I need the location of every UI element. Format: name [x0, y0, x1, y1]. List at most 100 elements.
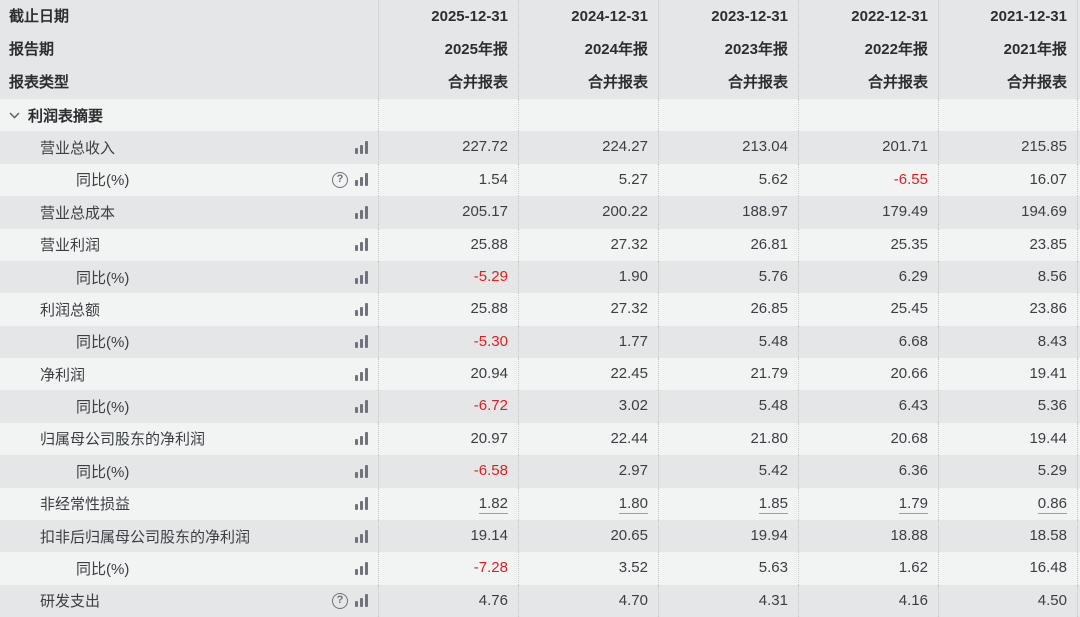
table-row[interactable]: 同比(%) -5.29 1.90 5.76 6.29 8.56 — [0, 260, 1080, 294]
value-cell: -6.55 — [798, 163, 938, 197]
bar-chart-icon[interactable] — [355, 205, 368, 219]
row-label-cell[interactable]: 净利润 — [0, 358, 378, 390]
bar-chart-icon[interactable] — [355, 302, 368, 316]
help-icon[interactable]: ? — [332, 592, 348, 609]
header-column-2025[interactable]: 2025-12-31 2025年报 合并报表 — [378, 0, 518, 99]
table-row[interactable]: 同比(%) -5.30 1.77 5.48 6.68 8.43 — [0, 325, 1080, 358]
value-text: 19.44 — [1029, 429, 1067, 447]
row-icons — [355, 464, 378, 478]
table-row[interactable]: 营业总收入 227.72 224.27 213.04 201.71 215.85 — [0, 131, 1080, 164]
value-cell: 6.43 — [798, 390, 938, 423]
value-text: 6.36 — [898, 462, 928, 480]
value-text: 26.81 — [750, 235, 788, 253]
table-row[interactable]: 营业利润 25.88 27.32 26.81 25.35 23.85 — [0, 228, 1080, 261]
table-row[interactable]: 净利润 20.94 22.45 21.79 20.66 19.41 — [0, 358, 1080, 391]
header-column-2021[interactable]: 2021-12-31 2021年报 合并报表 — [938, 0, 1078, 99]
value-text: -5.30 — [473, 332, 508, 350]
value-text: 2.97 — [618, 462, 648, 480]
value-text: 5.62 — [758, 170, 788, 188]
value-text: 21.79 — [750, 365, 788, 382]
row-label-cell[interactable]: 研发支出 ? — [0, 585, 378, 617]
bar-chart-icon[interactable] — [355, 173, 368, 187]
row-label-cell[interactable]: 利润表摘要 — [0, 99, 378, 131]
value-cell: 27.32 — [518, 228, 658, 261]
value-text: 205.17 — [462, 203, 508, 221]
value-text: -5.29 — [473, 267, 508, 285]
row-label-cell[interactable]: 扣非后归属母公司股东的净利润 — [0, 520, 378, 552]
value-text: 4.16 — [898, 591, 928, 609]
row-label-cell[interactable]: 同比(%) ? — [0, 164, 378, 196]
table-row[interactable]: 利润表摘要 — [0, 99, 1080, 132]
row-label-cell[interactable]: 营业利润 — [0, 229, 378, 261]
bar-chart-icon[interactable] — [355, 561, 368, 575]
bar-chart-icon[interactable] — [355, 432, 368, 446]
help-icon[interactable]: ? — [332, 171, 348, 188]
bar-chart-icon[interactable] — [355, 497, 368, 511]
row-label-cell[interactable]: 非经常性损益 — [0, 488, 378, 520]
value-cell: 19.94 — [658, 519, 798, 553]
value-cell: 1.82 — [378, 487, 518, 520]
value-cell: 20.66 — [798, 358, 938, 391]
value-text: 5.36 — [1037, 397, 1067, 415]
header-column-2023[interactable]: 2023-12-31 2023年报 合并报表 — [658, 0, 798, 99]
table-row[interactable]: 同比(%) -6.58 2.97 5.42 6.36 5.29 — [0, 455, 1080, 488]
header-column-2022[interactable]: 2022-12-31 2022年报 合并报表 — [798, 0, 938, 99]
row-label: 同比(%) — [76, 269, 130, 287]
row-label-cell[interactable]: 利润总额 — [0, 293, 378, 325]
table-row[interactable]: 同比(%) ? 1.54 5.27 5.62 -6.55 16.07 — [0, 163, 1080, 197]
bar-chart-icon[interactable] — [355, 529, 368, 543]
value-cell: 213.04 — [658, 131, 798, 164]
value-cell: -6.58 — [378, 455, 518, 488]
table-row[interactable]: 非经常性损益 1.82 1.80 1.85 1.79 0.86 — [0, 487, 1080, 520]
table-row[interactable]: 研发支出 ? 4.76 4.70 4.31 4.16 4.50 — [0, 584, 1080, 617]
bar-chart-icon[interactable] — [355, 335, 368, 349]
row-label-cell[interactable]: 归属母公司股东的净利润 — [0, 423, 378, 455]
value-text: 0.86 — [1037, 494, 1067, 514]
value-cell: 26.85 — [658, 293, 798, 326]
column-report-type: 合并报表 — [727, 74, 788, 91]
value-text: 25.88 — [470, 300, 508, 318]
row-label-cell[interactable]: 营业总成本 — [0, 196, 378, 228]
table-row[interactable]: 营业总成本 205.17 200.22 188.97 179.49 194.69 — [0, 196, 1080, 229]
chevron-down-icon[interactable] — [9, 112, 20, 119]
table-row[interactable]: 同比(%) -6.72 3.02 5.48 6.43 5.36 — [0, 390, 1080, 423]
value-text: -6.72 — [473, 397, 508, 415]
row-label-cell[interactable]: 营业总收入 — [0, 131, 378, 163]
value-text: 26.85 — [750, 300, 788, 318]
value-text: -7.28 — [473, 559, 508, 577]
table-row[interactable]: 利润总额 25.88 27.32 26.85 25.45 23.86 — [0, 293, 1080, 326]
bar-chart-icon[interactable] — [355, 270, 368, 284]
bar-chart-icon[interactable] — [355, 464, 368, 478]
value-text: 194.69 — [1021, 203, 1067, 221]
row-label-cell[interactable]: 同比(%) — [0, 390, 378, 422]
row-label-cell[interactable]: 同比(%) — [0, 455, 378, 487]
value-text: 5.48 — [758, 332, 788, 350]
bar-chart-icon[interactable] — [355, 400, 368, 414]
value-cell: 2.97 — [518, 455, 658, 488]
row-label-cell[interactable]: 同比(%) — [0, 326, 378, 358]
table-row[interactable]: 同比(%) -7.28 3.52 5.63 1.62 16.48 — [0, 552, 1080, 585]
row-label: 营业利润 — [40, 237, 101, 255]
bar-chart-icon[interactable] — [355, 367, 368, 381]
table-row[interactable]: 扣非后归属母公司股东的净利润 19.14 20.65 19.94 18.88 1… — [0, 519, 1080, 553]
value-text: -6.58 — [473, 462, 508, 480]
value-cell: 1.90 — [518, 260, 658, 294]
value-cell — [378, 99, 518, 132]
bar-chart-icon[interactable] — [355, 141, 368, 155]
value-text: 227.72 — [462, 138, 508, 156]
row-label-cell[interactable]: 同比(%) — [0, 552, 378, 584]
value-cell: 5.42 — [658, 455, 798, 488]
row-label: 同比(%) — [76, 399, 130, 417]
column-report-type: 合并报表 — [867, 74, 928, 91]
value-cell: 6.68 — [798, 325, 938, 358]
bar-chart-icon[interactable] — [355, 594, 368, 608]
value-text: 5.29 — [1037, 462, 1067, 480]
bar-chart-icon[interactable] — [355, 238, 368, 252]
row-label: 同比(%) — [76, 172, 130, 190]
value-text: 27.32 — [610, 300, 648, 318]
table-row[interactable]: 归属母公司股东的净利润 20.97 22.44 21.80 20.68 19.4… — [0, 422, 1080, 456]
header-column-2024[interactable]: 2024-12-31 2024年报 合并报表 — [518, 0, 658, 99]
row-icons — [355, 561, 378, 575]
row-label-cell[interactable]: 同比(%) — [0, 261, 378, 293]
value-text: 5.76 — [758, 267, 788, 285]
